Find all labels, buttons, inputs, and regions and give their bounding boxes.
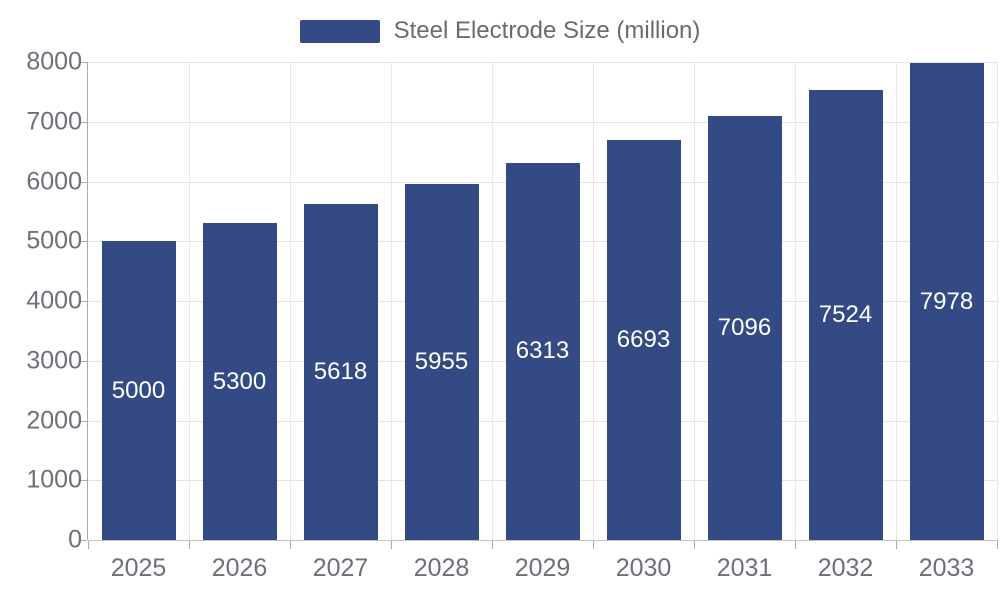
y-axis-tick-label: 5000 xyxy=(26,226,82,255)
x-axis-tick xyxy=(290,540,291,549)
y-axis-tick-label: 4000 xyxy=(26,286,82,315)
y-axis-tick xyxy=(79,540,87,541)
x-axis-line xyxy=(88,540,997,541)
y-axis-tick xyxy=(79,62,87,63)
legend-swatch xyxy=(299,19,380,43)
v-gridline xyxy=(795,62,796,540)
y-axis-tick xyxy=(79,121,87,123)
bar-value-label: 7978 xyxy=(919,287,974,315)
x-axis-label-2028: 2028 xyxy=(413,554,470,582)
y-axis-tick xyxy=(79,420,87,422)
bar-value-label: 5000 xyxy=(111,376,166,404)
bar-2028[interactable]: 5955 xyxy=(404,184,479,540)
bar-2026[interactable]: 5300 xyxy=(202,223,277,540)
x-axis-label-2027: 2027 xyxy=(312,554,369,582)
bar-value-label: 5300 xyxy=(212,367,267,395)
x-axis-label-2025: 2025 xyxy=(110,554,167,582)
v-gridline xyxy=(391,62,392,540)
y-axis-tick xyxy=(79,360,87,362)
v-gridline xyxy=(997,62,998,540)
y-axis-tick-label: 6000 xyxy=(26,167,82,195)
x-axis-tick xyxy=(593,540,594,549)
v-gridline xyxy=(189,62,190,540)
legend-item[interactable]: Steel Electrode Size (million) xyxy=(0,14,1000,48)
x-axis-tick xyxy=(492,540,493,549)
y-axis-tick-label: 7000 xyxy=(26,107,82,136)
x-axis-tick xyxy=(88,540,89,549)
legend-label: Steel Electrode Size (million) xyxy=(393,17,701,44)
x-axis-tick xyxy=(694,540,695,549)
x-axis-tick xyxy=(189,540,190,549)
x-axis-label-2030: 2030 xyxy=(615,554,672,582)
y-axis-tick-label: 3000 xyxy=(26,346,82,375)
bar-value-label: 7524 xyxy=(818,301,873,329)
x-axis-label-2029: 2029 xyxy=(514,554,571,582)
bar-2033[interactable]: 7978 xyxy=(909,63,984,540)
v-gridline xyxy=(694,62,695,540)
y-axis-tick-label: 8000 xyxy=(26,47,82,76)
bar-2030[interactable]: 6693 xyxy=(606,140,681,540)
y-axis-tick-label: 0 xyxy=(68,525,82,554)
y-axis-tick-label: 1000 xyxy=(26,465,82,494)
plot-area: 0 1000 2000 3000 4000 5000 6000 7000 8000 5000 202… xyxy=(26,49,998,581)
bar-value-label: 5618 xyxy=(313,358,368,386)
bar-2032[interactable]: 7524 xyxy=(808,90,883,540)
x-axis-label-2032: 2032 xyxy=(817,554,874,582)
h-gridline xyxy=(88,121,997,123)
v-gridline xyxy=(290,62,291,540)
x-axis-tick xyxy=(896,540,897,549)
x-axis-label-2033: 2033 xyxy=(918,554,975,582)
y-axis-tick xyxy=(79,301,87,302)
y-axis-tick xyxy=(79,181,87,183)
h-gridline xyxy=(88,62,997,63)
y-axis-tick xyxy=(79,480,87,482)
bar-value-label: 5955 xyxy=(414,348,469,376)
x-axis-tick xyxy=(391,540,392,549)
x-axis-tick xyxy=(997,540,998,549)
bar-2031[interactable]: 7096 xyxy=(707,116,782,540)
bar-value-label: 6313 xyxy=(515,337,570,365)
x-axis-label-2031: 2031 xyxy=(716,554,773,582)
v-gridline xyxy=(492,62,493,540)
y-axis-tick xyxy=(79,241,87,243)
y-axis-line xyxy=(87,62,88,540)
bar-value-label: 7096 xyxy=(717,314,772,341)
x-axis-label-2026: 2026 xyxy=(211,554,268,582)
bar-2029[interactable]: 6313 xyxy=(505,162,580,540)
bar-value-label: 6693 xyxy=(616,326,671,354)
bar-2025[interactable]: 5000 xyxy=(101,241,176,540)
v-gridline xyxy=(593,62,594,540)
v-gridline xyxy=(896,62,897,540)
y-axis-tick-label: 2000 xyxy=(26,406,82,434)
bar-2027[interactable]: 5618 xyxy=(303,204,378,540)
x-axis-tick xyxy=(795,540,796,549)
